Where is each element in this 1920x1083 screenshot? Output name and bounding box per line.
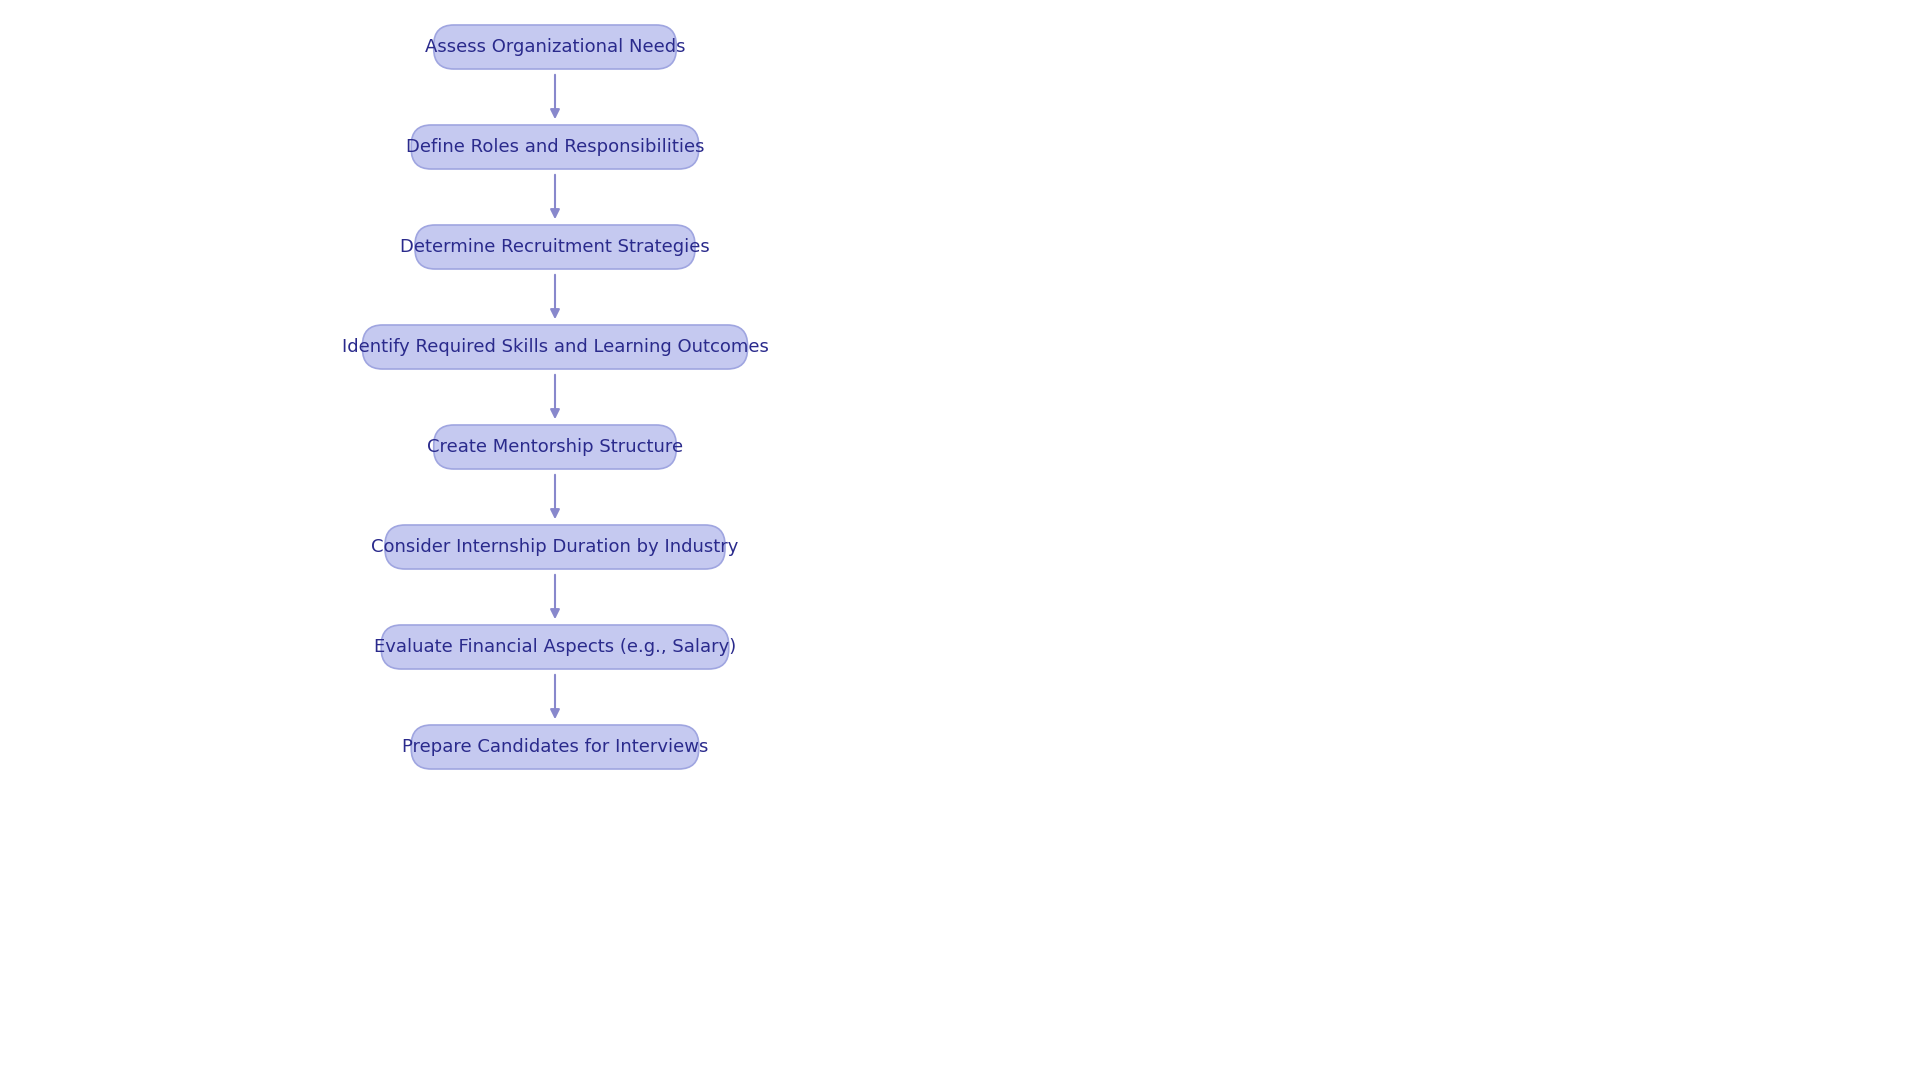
FancyBboxPatch shape <box>363 325 747 369</box>
FancyBboxPatch shape <box>411 725 699 769</box>
FancyBboxPatch shape <box>386 525 726 569</box>
Text: Consider Internship Duration by Industry: Consider Internship Duration by Industry <box>371 538 739 556</box>
Text: Assess Organizational Needs: Assess Organizational Needs <box>424 38 685 56</box>
FancyBboxPatch shape <box>411 125 699 169</box>
FancyBboxPatch shape <box>434 425 676 469</box>
FancyBboxPatch shape <box>382 625 730 669</box>
Text: Create Mentorship Structure: Create Mentorship Structure <box>426 438 684 456</box>
FancyBboxPatch shape <box>415 225 695 269</box>
Text: Define Roles and Responsibilities: Define Roles and Responsibilities <box>405 138 705 156</box>
Text: Evaluate Financial Aspects (e.g., Salary): Evaluate Financial Aspects (e.g., Salary… <box>374 638 735 656</box>
Text: Prepare Candidates for Interviews: Prepare Candidates for Interviews <box>401 738 708 756</box>
FancyBboxPatch shape <box>434 25 676 69</box>
Text: Identify Required Skills and Learning Outcomes: Identify Required Skills and Learning Ou… <box>342 338 768 356</box>
Text: Determine Recruitment Strategies: Determine Recruitment Strategies <box>399 238 710 256</box>
